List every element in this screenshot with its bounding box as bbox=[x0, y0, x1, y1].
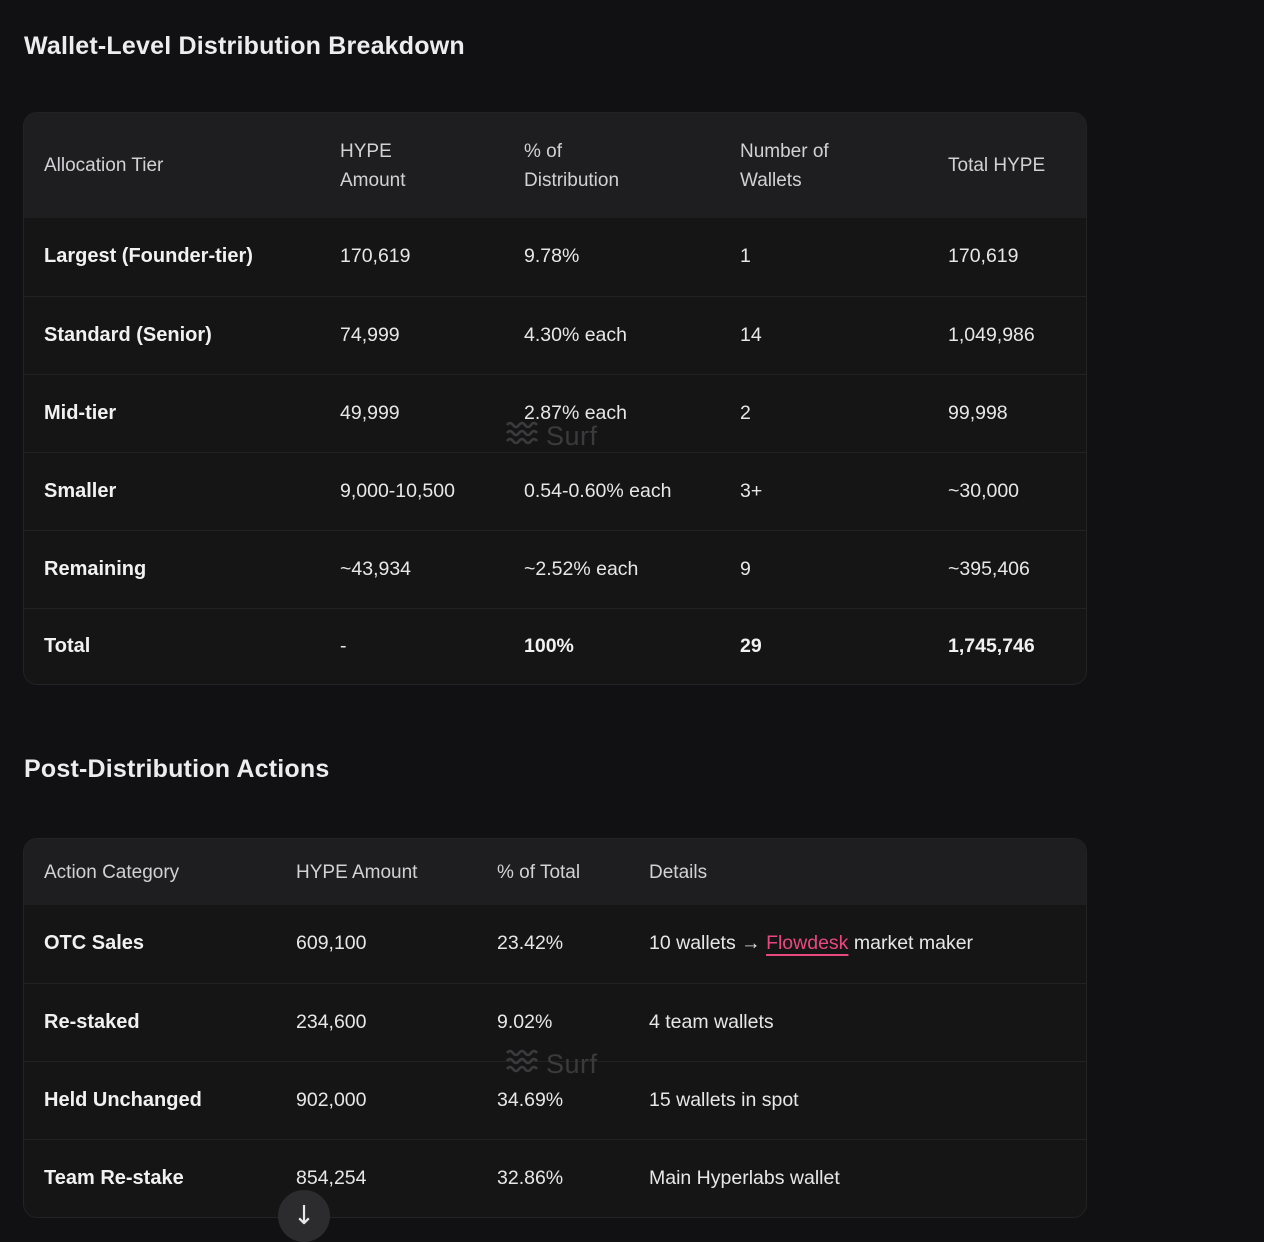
post-distribution-table: Action Category HYPE Amount % of Total D… bbox=[24, 839, 1086, 1217]
wallet-count-value: 29 bbox=[740, 634, 762, 657]
pct-of-total-value: 34.69% bbox=[497, 1088, 564, 1111]
table-row: Team Re-stake 854,254 32.86% Main Hyperl… bbox=[24, 1139, 1086, 1217]
hype-amount-value: ~43,934 bbox=[340, 557, 412, 580]
column-header-hype-amount: HYPE Amount bbox=[296, 861, 418, 883]
pct-distribution-value: 2.87% each bbox=[524, 401, 627, 424]
details-value: 10 wallets → Flowdesk market maker bbox=[629, 905, 1086, 983]
wallet-count-value: 3+ bbox=[740, 479, 763, 502]
table-header-row: Action Category HYPE Amount % of Total D… bbox=[24, 839, 1086, 905]
arrow-down-icon: ↓ bbox=[293, 1201, 315, 1231]
tier-label: Smaller bbox=[44, 479, 117, 502]
hype-amount-value: 234,600 bbox=[296, 1010, 367, 1033]
column-header-pct-distribution: % of Distribution bbox=[524, 140, 620, 191]
column-header-pct-of-total: % of Total bbox=[497, 861, 581, 883]
hype-amount-value: - bbox=[340, 634, 347, 657]
tier-label: Remaining bbox=[44, 557, 147, 580]
tier-label: Mid-tier bbox=[44, 401, 117, 424]
hype-amount-value: 9,000-10,500 bbox=[340, 479, 455, 502]
total-hype-value: 1,049,986 bbox=[948, 323, 1035, 346]
hype-amount-value: 902,000 bbox=[296, 1088, 367, 1111]
total-hype-value: 170,619 bbox=[948, 245, 1019, 268]
section-title-post-distribution: Post-Distribution Actions bbox=[24, 755, 330, 783]
column-header-number-of-wallets: Number of Wallets bbox=[740, 140, 829, 191]
wallet-count-value: 2 bbox=[740, 401, 751, 424]
section-title-wallet-distribution: Wallet-Level Distribution Breakdown bbox=[24, 32, 465, 60]
details-text: 10 wallets → bbox=[649, 932, 767, 955]
table-row: Smaller 9,000-10,500 0.54-0.60% each 3+ … bbox=[24, 452, 1086, 530]
pct-distribution-value: 4.30% each bbox=[524, 323, 627, 346]
table-row: Mid-tier 49,999 2.87% each 2 99,998 bbox=[24, 374, 1086, 452]
details-value: 15 wallets in spot bbox=[649, 1088, 799, 1111]
column-header-details: Details bbox=[649, 861, 708, 883]
action-category-label: Re-staked bbox=[44, 1010, 140, 1033]
hype-amount-value: 49,999 bbox=[340, 401, 400, 424]
pct-distribution-value: 100% bbox=[524, 634, 574, 657]
details-value: Main Hyperlabs wallet bbox=[649, 1166, 840, 1189]
scroll-down-button[interactable]: ↓ bbox=[278, 1190, 330, 1242]
hype-amount-value: 854,254 bbox=[296, 1166, 367, 1189]
wallet-distribution-table-card: Allocation Tier HYPE Amount % of Distrib… bbox=[23, 112, 1087, 685]
pct-distribution-value: ~2.52% each bbox=[524, 557, 639, 580]
pct-of-total-value: 9.02% bbox=[497, 1010, 553, 1033]
action-category-label: Team Re-stake bbox=[44, 1166, 184, 1189]
tier-label: Standard (Senior) bbox=[44, 323, 212, 346]
hype-amount-value: 74,999 bbox=[340, 323, 400, 346]
total-hype-value: 99,998 bbox=[948, 401, 1008, 424]
table-row: Remaining ~43,934 ~2.52% each 9 ~395,406 bbox=[24, 530, 1086, 608]
table-row: Largest (Founder-tier) 170,619 9.78% 1 1… bbox=[24, 218, 1086, 296]
flowdesk-link[interactable]: Flowdesk bbox=[766, 932, 849, 955]
hype-amount-value: 170,619 bbox=[340, 245, 411, 268]
wallet-count-value: 1 bbox=[740, 245, 751, 268]
wallet-count-value: 9 bbox=[740, 557, 751, 580]
pct-distribution-value: 9.78% bbox=[524, 245, 580, 268]
column-header-total-hype: Total HYPE bbox=[948, 155, 1046, 176]
wallet-distribution-table: Allocation Tier HYPE Amount % of Distrib… bbox=[24, 113, 1086, 684]
total-hype-value: ~30,000 bbox=[948, 479, 1020, 502]
pct-of-total-value: 23.42% bbox=[497, 932, 564, 955]
action-category-label: Held Unchanged bbox=[44, 1088, 202, 1111]
tier-label: Largest (Founder-tier) bbox=[44, 245, 253, 268]
table-total-row: Total - 100% 29 1,745,746 bbox=[24, 608, 1086, 684]
post-distribution-table-card: Action Category HYPE Amount % of Total D… bbox=[23, 838, 1087, 1218]
total-hype-value: 1,745,746 bbox=[948, 634, 1035, 657]
wallet-count-value: 14 bbox=[740, 323, 762, 346]
table-row: Standard (Senior) 74,999 4.30% each 14 1… bbox=[24, 296, 1086, 374]
column-header-allocation-tier: Allocation Tier bbox=[44, 155, 164, 176]
pct-of-total-value: 32.86% bbox=[497, 1166, 564, 1189]
table-row: Held Unchanged 902,000 34.69% 15 wallets… bbox=[24, 1061, 1086, 1139]
tier-label: Total bbox=[44, 634, 91, 657]
details-value: 4 team wallets bbox=[649, 1010, 774, 1033]
total-hype-value: ~395,406 bbox=[948, 557, 1030, 580]
table-row: OTC Sales 609,100 23.42% 10 wallets → Fl… bbox=[24, 905, 1086, 983]
pct-distribution-value: 0.54-0.60% each bbox=[524, 479, 672, 502]
action-category-label: OTC Sales bbox=[44, 932, 145, 955]
table-header-row: Allocation Tier HYPE Amount % of Distrib… bbox=[24, 113, 1086, 218]
column-header-action-category: Action Category bbox=[44, 861, 180, 883]
details-text: market maker bbox=[848, 932, 974, 955]
hype-amount-value: 609,100 bbox=[296, 932, 367, 955]
table-row: Re-staked 234,600 9.02% 4 team wallets bbox=[24, 983, 1086, 1061]
column-header-hype-amount: HYPE Amount bbox=[340, 140, 406, 191]
